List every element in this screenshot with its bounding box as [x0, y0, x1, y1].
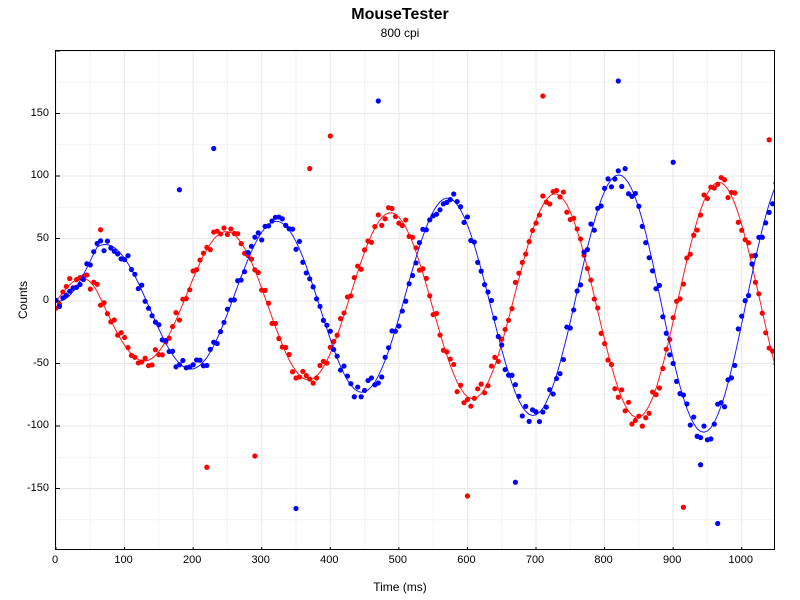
x-tick-label: 100 — [114, 554, 132, 566]
y-tick-label: 150 — [9, 107, 49, 119]
x-tick-label: 1000 — [728, 554, 752, 566]
x-axis-label: Time (ms) — [0, 580, 800, 594]
y-tick-label: -150 — [9, 482, 49, 494]
x-tick-label: 400 — [320, 554, 338, 566]
y-tick-label: -100 — [9, 419, 49, 431]
x-tick-label: 900 — [663, 554, 681, 566]
y-tick-label: 100 — [9, 169, 49, 181]
x-tick-label: 500 — [389, 554, 407, 566]
plot-area — [55, 50, 775, 550]
chart-subtitle: 800 cpi — [0, 26, 800, 40]
x-tick-label: 300 — [252, 554, 270, 566]
mouse-tester-chart: MouseTester 800 cpi Counts Time (ms) 010… — [0, 0, 800, 600]
y-tick-label: -50 — [9, 357, 49, 369]
y-tick-label: 0 — [9, 294, 49, 306]
x-tick-label: 800 — [594, 554, 612, 566]
plot-svg — [56, 51, 774, 549]
x-tick-label: 700 — [526, 554, 544, 566]
x-tick-label: 0 — [52, 554, 58, 566]
chart-title: MouseTester — [0, 6, 800, 24]
y-tick-label: 50 — [9, 232, 49, 244]
x-tick-label: 200 — [183, 554, 201, 566]
x-tick-label: 600 — [457, 554, 475, 566]
